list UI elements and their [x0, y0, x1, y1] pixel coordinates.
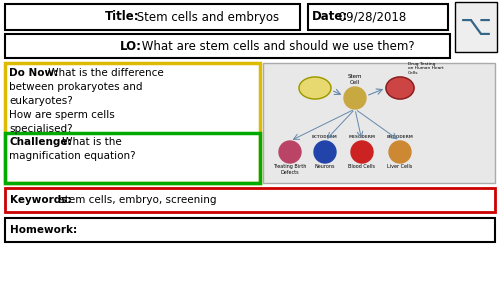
- Text: What is the: What is the: [59, 137, 122, 147]
- Bar: [5, 63, 260, 183]
- Text: Challenge:: Challenge:: [9, 137, 72, 147]
- Text: magnification equation?: magnification equation?: [9, 151, 136, 161]
- Text: Title:: Title:: [105, 10, 140, 24]
- Circle shape: [351, 141, 373, 163]
- Text: ⌥: ⌥: [460, 13, 492, 41]
- Text: Stem
Cell: Stem Cell: [348, 74, 362, 85]
- Bar: [5, 34, 450, 58]
- Text: Do Now:: Do Now:: [9, 68, 58, 78]
- Bar: [308, 4, 448, 30]
- Text: Drug Testing
on Human Heart
Cells: Drug Testing on Human Heart Cells: [408, 62, 444, 75]
- Bar: [5, 133, 260, 183]
- Circle shape: [344, 87, 366, 109]
- Circle shape: [279, 141, 301, 163]
- Text: What is the difference: What is the difference: [45, 68, 164, 78]
- Text: 09/28/2018: 09/28/2018: [335, 10, 406, 24]
- Text: Blood Cells: Blood Cells: [348, 164, 376, 169]
- Bar: [5, 218, 495, 242]
- Bar: [455, 2, 497, 52]
- Text: Date:: Date:: [312, 10, 348, 24]
- Text: How are sperm cells: How are sperm cells: [9, 110, 115, 120]
- Text: ENDODERM: ENDODERM: [386, 135, 413, 139]
- Text: ECTODERM: ECTODERM: [312, 135, 338, 139]
- Text: What are stem cells and should we use them?: What are stem cells and should we use th…: [138, 40, 414, 53]
- Text: MESODERM: MESODERM: [348, 135, 376, 139]
- Text: Stem cells and embryos: Stem cells and embryos: [133, 10, 279, 24]
- Circle shape: [389, 141, 411, 163]
- Ellipse shape: [299, 77, 331, 99]
- Text: Homework:: Homework:: [10, 225, 77, 235]
- Ellipse shape: [386, 77, 414, 99]
- Text: Keywords:: Keywords:: [10, 195, 72, 205]
- Bar: [5, 4, 300, 30]
- Text: specialised?: specialised?: [9, 124, 72, 134]
- Text: stem cells, embryo, screening: stem cells, embryo, screening: [56, 195, 216, 205]
- Text: LO:: LO:: [120, 40, 142, 53]
- Text: Neurons: Neurons: [315, 164, 335, 169]
- Text: Liver Cells: Liver Cells: [388, 164, 412, 169]
- Text: between prokaryotes and: between prokaryotes and: [9, 82, 142, 92]
- Text: eukaryotes?: eukaryotes?: [9, 96, 73, 106]
- Circle shape: [314, 141, 336, 163]
- Text: Treating Birth
Defects: Treating Birth Defects: [274, 164, 306, 175]
- Bar: [5, 188, 495, 212]
- Bar: [263, 63, 495, 183]
